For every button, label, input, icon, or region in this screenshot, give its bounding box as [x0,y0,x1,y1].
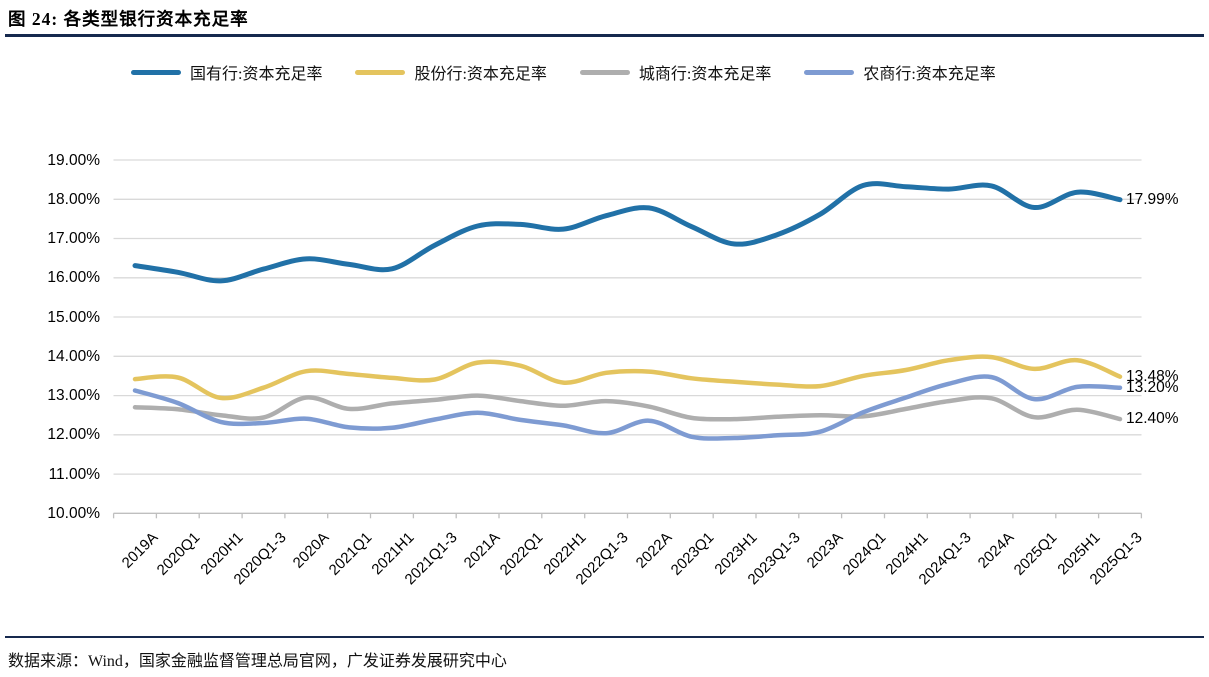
y-axis-label: 19.00% [47,151,100,169]
legend-swatch-state-owned-banks [131,69,181,75]
series-line-0 [132,181,1123,284]
y-axis-label: 11.00% [48,465,100,483]
footer-divider [5,636,1204,638]
series-end-label: 17.99% [1126,190,1179,208]
legend-label: 国有行:资本充足率 [190,66,323,83]
legend-swatch-city-commercial-banks [579,69,630,75]
legend-swatch-rural-commercial-banks [804,69,855,75]
series-end-label: 13.20% [1126,378,1179,396]
y-axis-label: 13.00% [47,387,100,405]
series-end-label: 13.48% [1126,367,1179,385]
legend-label: 城商行:资本充足率 [638,66,772,83]
legend-label: 农商行:资本充足率 [863,66,996,83]
y-axis-label: 17.00% [47,230,100,248]
series-line-3 [132,374,1123,441]
legend-item-city-commercial-banks: 城商行:资本充足率 [579,60,772,84]
y-axis-label: 12.00% [47,426,100,444]
series-end-label: 12.40% [1126,410,1179,428]
y-axis-label: 15.00% [47,308,100,326]
y-axis-label: 18.00% [47,190,100,208]
legend-item-state-owned-banks: 国有行:资本充足率 [131,60,322,84]
data-source: 数据来源：Wind，国家金融监督管理总局官网，广发证券发展研究中心 [8,653,507,670]
legend-item-joint-stock-banks: 股份行:资本充足率 [355,60,547,84]
chart-legend: 国有行:资本充足率 股份行:资本充足率 城商行:资本充足率 农商行:资本充足率 [131,60,996,84]
legend-item-rural-commercial-banks: 农商行:资本充足率 [804,60,996,84]
legend-swatch-joint-stock-banks [355,69,406,75]
figure-title: 图 24: 各类型银行资本充足率 [8,9,249,29]
y-axis-label: 16.00% [47,269,100,287]
y-axis-label: 10.00% [47,504,100,522]
series-line-1 [132,354,1123,401]
legend-label: 股份行:资本充足率 [414,66,547,83]
series-line-2 [132,393,1123,422]
y-axis-label: 14.00% [47,347,100,365]
title-divider [5,34,1204,37]
